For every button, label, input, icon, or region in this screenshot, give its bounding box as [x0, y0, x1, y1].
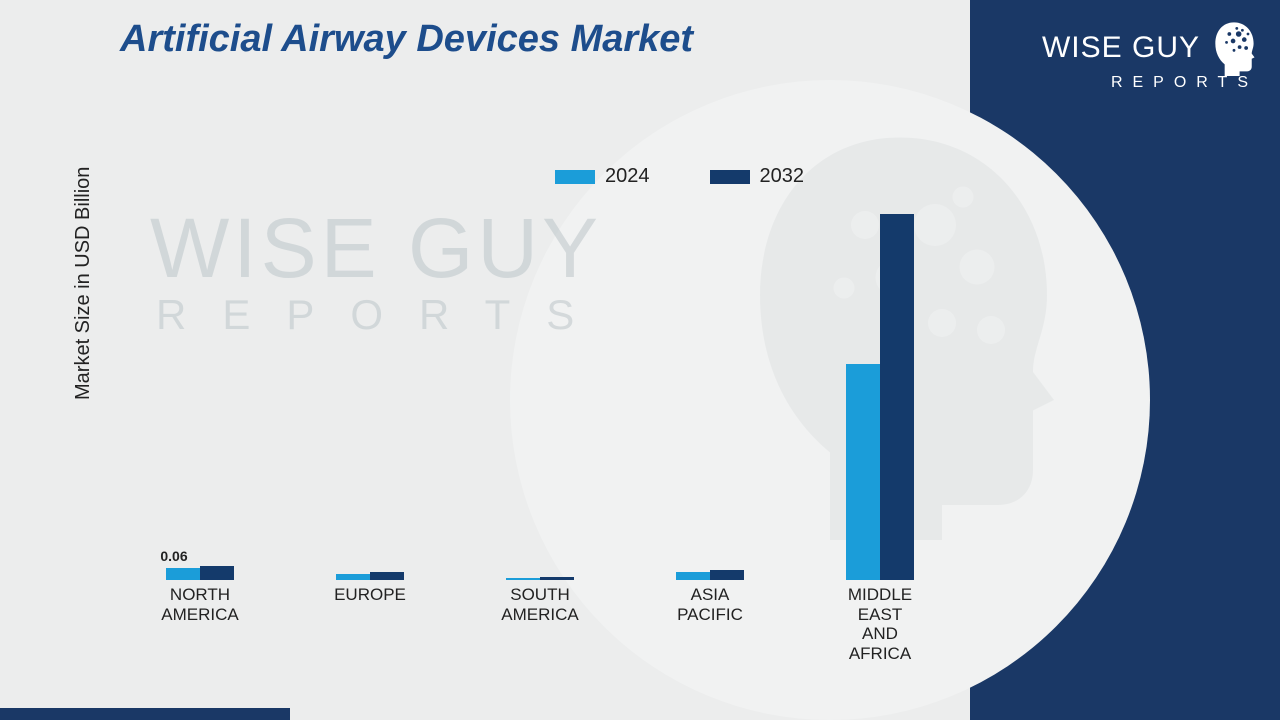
bar-2032 [880, 214, 914, 580]
legend-item-2032: 2032 [710, 165, 805, 188]
chart-plot-area: 0.06 [110, 210, 970, 580]
x-axis-category-label: ASIA PACIFIC [650, 585, 770, 624]
bar-2024 [336, 574, 370, 580]
chart-legend: 2024 2032 [555, 165, 804, 188]
brand-logo: WISE GUY REPORTS [1042, 20, 1262, 92]
bar-2024 [506, 578, 540, 580]
x-axis-category-label: MIDDLE EAST AND AFRICA [820, 585, 940, 663]
bar-2032 [370, 572, 404, 580]
bar-2032 [200, 566, 234, 580]
bar-group [820, 214, 940, 580]
brand-line1: WISE GUY [1042, 31, 1200, 65]
bar-2024 [166, 568, 200, 580]
bar-2032 [540, 577, 574, 580]
legend-swatch-2024 [555, 170, 595, 184]
bar-2024 [846, 364, 880, 580]
y-axis-label: Market Size in USD Billion [72, 167, 95, 400]
x-axis-category-label: SOUTH AMERICA [480, 585, 600, 624]
bar-2024 [676, 572, 710, 580]
bar-group [310, 572, 430, 580]
x-axis-labels: NORTH AMERICA EUROPE SOUTH AMERICA ASIA PAC… [110, 585, 970, 705]
bottom-accent-strip [0, 708, 290, 720]
bar-group [650, 570, 770, 580]
legend-item-2024: 2024 [555, 165, 650, 188]
x-axis-category-label: EUROPE [310, 585, 430, 605]
brand-line2: REPORTS [1042, 74, 1258, 92]
bar-group [480, 577, 600, 580]
x-axis-category-label: NORTH AMERICA [140, 585, 260, 624]
legend-label-2024: 2024 [605, 165, 650, 188]
bar-value-label: 0.06 [160, 548, 187, 564]
chart-title: Artificial Airway Devices Market [120, 18, 693, 61]
legend-label-2032: 2032 [760, 165, 805, 188]
bar-2032 [710, 570, 744, 580]
bar-group: 0.06 [140, 566, 260, 580]
legend-swatch-2032 [710, 170, 750, 184]
brain-head-icon [1206, 20, 1262, 76]
